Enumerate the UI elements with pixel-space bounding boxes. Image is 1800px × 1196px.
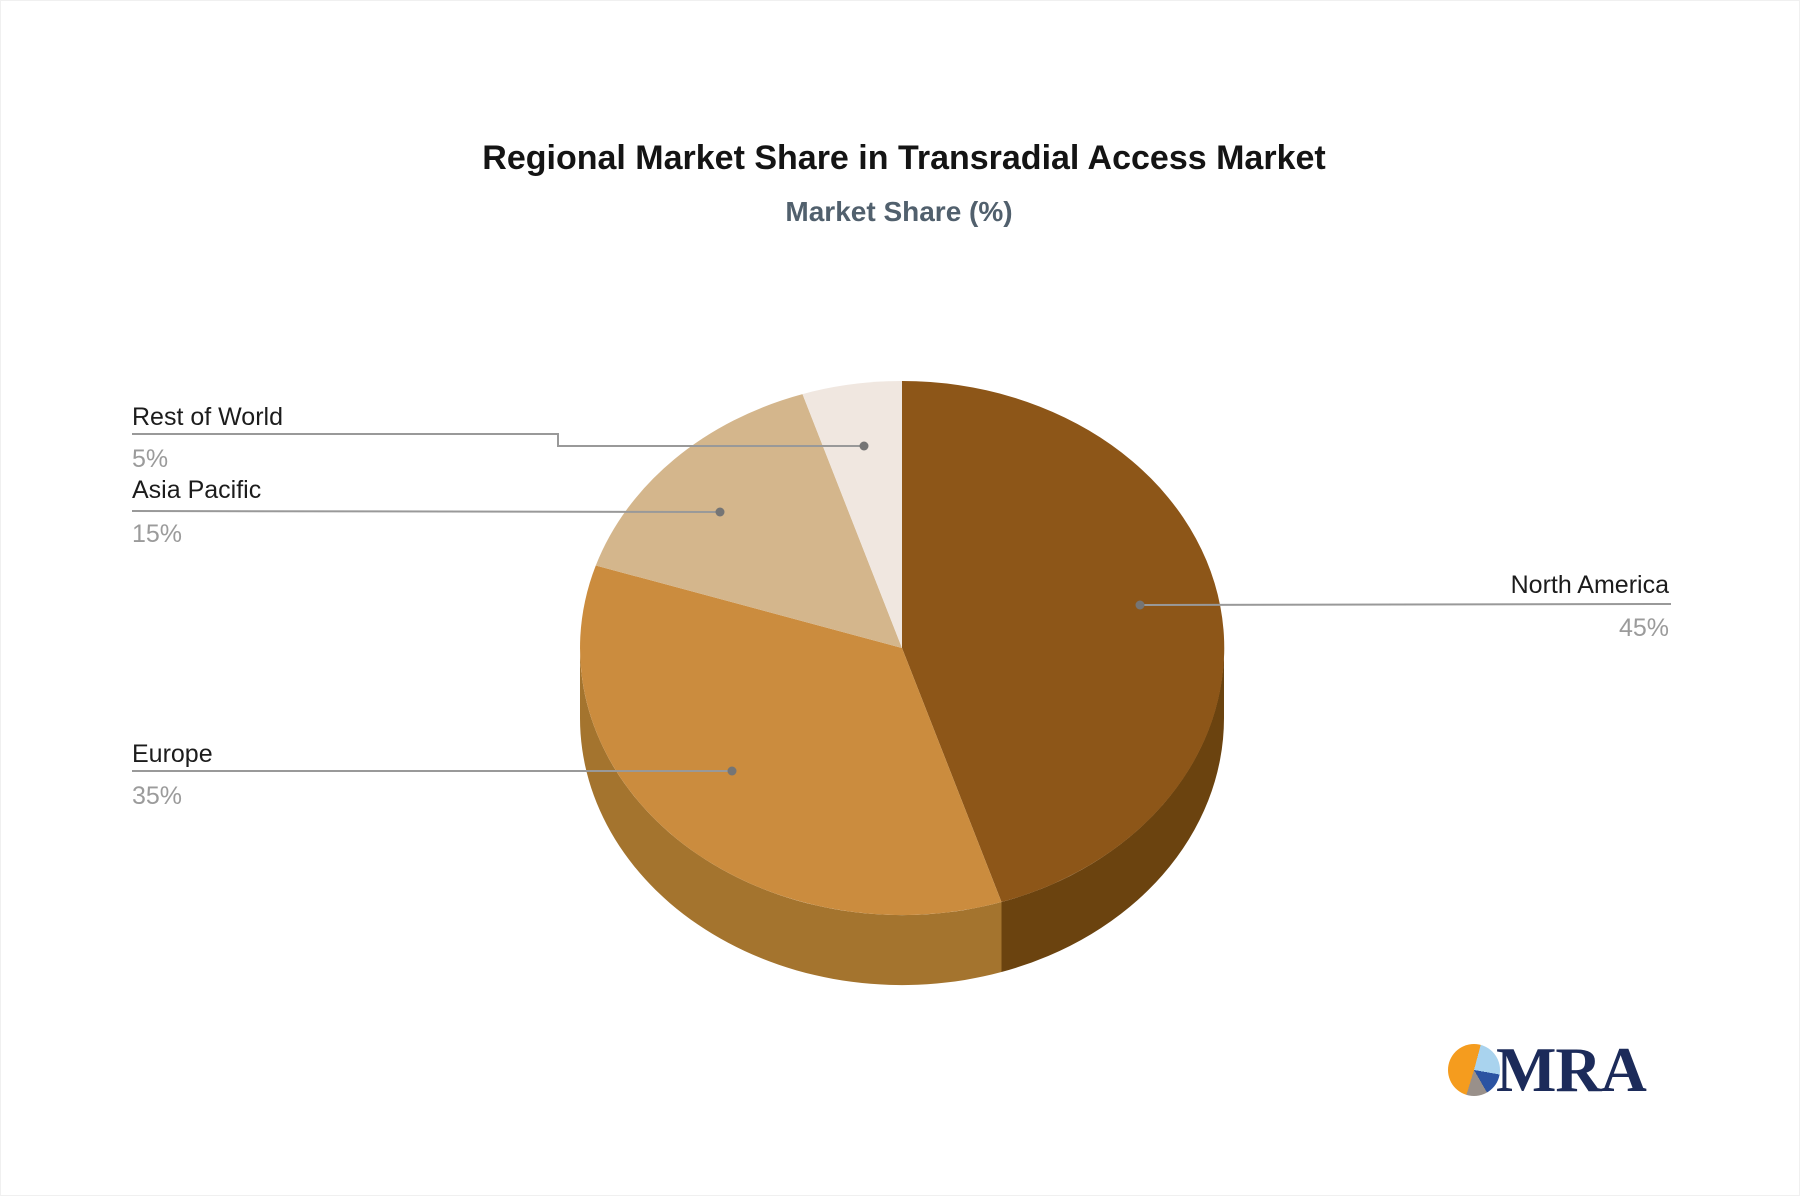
leader-dot-rest-of-world <box>859 441 869 451</box>
chart-title: Regional Market Share in Transradial Acc… <box>482 139 1326 177</box>
callout-value-rest-of-world: 5% <box>132 445 169 473</box>
pie-slice-rest-of-world[interactable] <box>802 381 903 648</box>
leader-line-north-america <box>1139 603 1672 606</box>
chart-subtitle: Market Share (%) <box>785 196 1013 227</box>
pie-side-europe <box>579 648 1002 986</box>
pie-side-north-america <box>1001 648 1224 972</box>
leader-line-rest-of-world <box>132 433 864 447</box>
callout-value-north-america: 45% <box>1618 614 1669 642</box>
leader-dot-europe <box>727 766 737 776</box>
callout-label-asia-pacific: Asia Pacific <box>132 476 262 504</box>
callout-value-asia-pacific: 15% <box>132 520 183 548</box>
callout-label-north-america: North America <box>1510 571 1669 599</box>
callout-label-rest-of-world: Rest of World <box>132 403 283 431</box>
pie-slice-north-america[interactable] <box>902 380 1225 902</box>
callout-value-europe: 35% <box>132 782 183 810</box>
brand-logo-text: MRA <box>1496 1034 1647 1105</box>
pie-slice-asia-pacific[interactable] <box>595 394 902 648</box>
leader-dot-north-america <box>1135 600 1145 610</box>
leader-dot-asia-pacific <box>715 507 725 517</box>
callout-label-europe: Europe <box>132 740 213 768</box>
brand-logo: MRA <box>1448 1034 1647 1105</box>
pie-slice-europe[interactable] <box>580 565 1002 916</box>
leader-line-asia-pacific <box>131 510 721 513</box>
pie-chart-icon <box>1448 1044 1500 1096</box>
